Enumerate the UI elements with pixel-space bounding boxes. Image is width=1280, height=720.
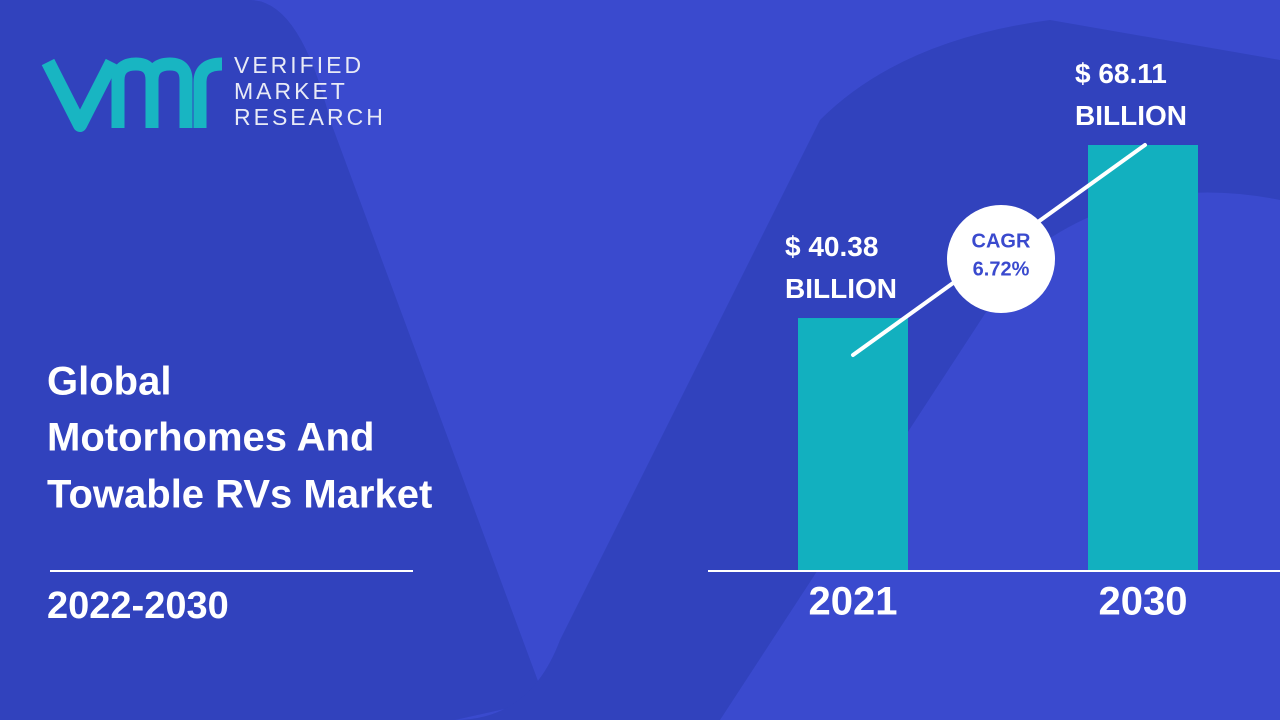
bar xyxy=(1088,144,1198,571)
headline-line: Global xyxy=(47,360,171,404)
logo-mr xyxy=(111,57,223,128)
period: 2022-2030 xyxy=(47,585,229,627)
cagr-badge xyxy=(947,205,1055,313)
value-label: $ 68.11 BILLION xyxy=(1075,57,1187,131)
value-label-box: $ 68.11 BILLION xyxy=(1075,57,1187,131)
logo-v xyxy=(41,58,119,132)
brand-line: VERIFIED xyxy=(234,52,364,78)
x-tick-label: 2030 xyxy=(1099,580,1188,624)
brand-line: RESEARCH xyxy=(234,104,386,130)
value-label: $ 40.38 BILLION xyxy=(785,231,897,305)
x-tick-label: 2021 xyxy=(809,580,898,624)
cagr-label: CAGR xyxy=(972,230,1031,252)
cagr-value: 6.72% xyxy=(973,258,1030,280)
value-label-box: $ 40.38 BILLION xyxy=(785,231,897,305)
logo xyxy=(41,57,223,132)
v-shape-left xyxy=(0,0,545,720)
headline-line: Motorhomes And xyxy=(47,416,374,460)
bar xyxy=(798,318,908,570)
headline-line: Towable RVs Market xyxy=(47,473,432,517)
brand-line: MARKET xyxy=(234,78,348,104)
